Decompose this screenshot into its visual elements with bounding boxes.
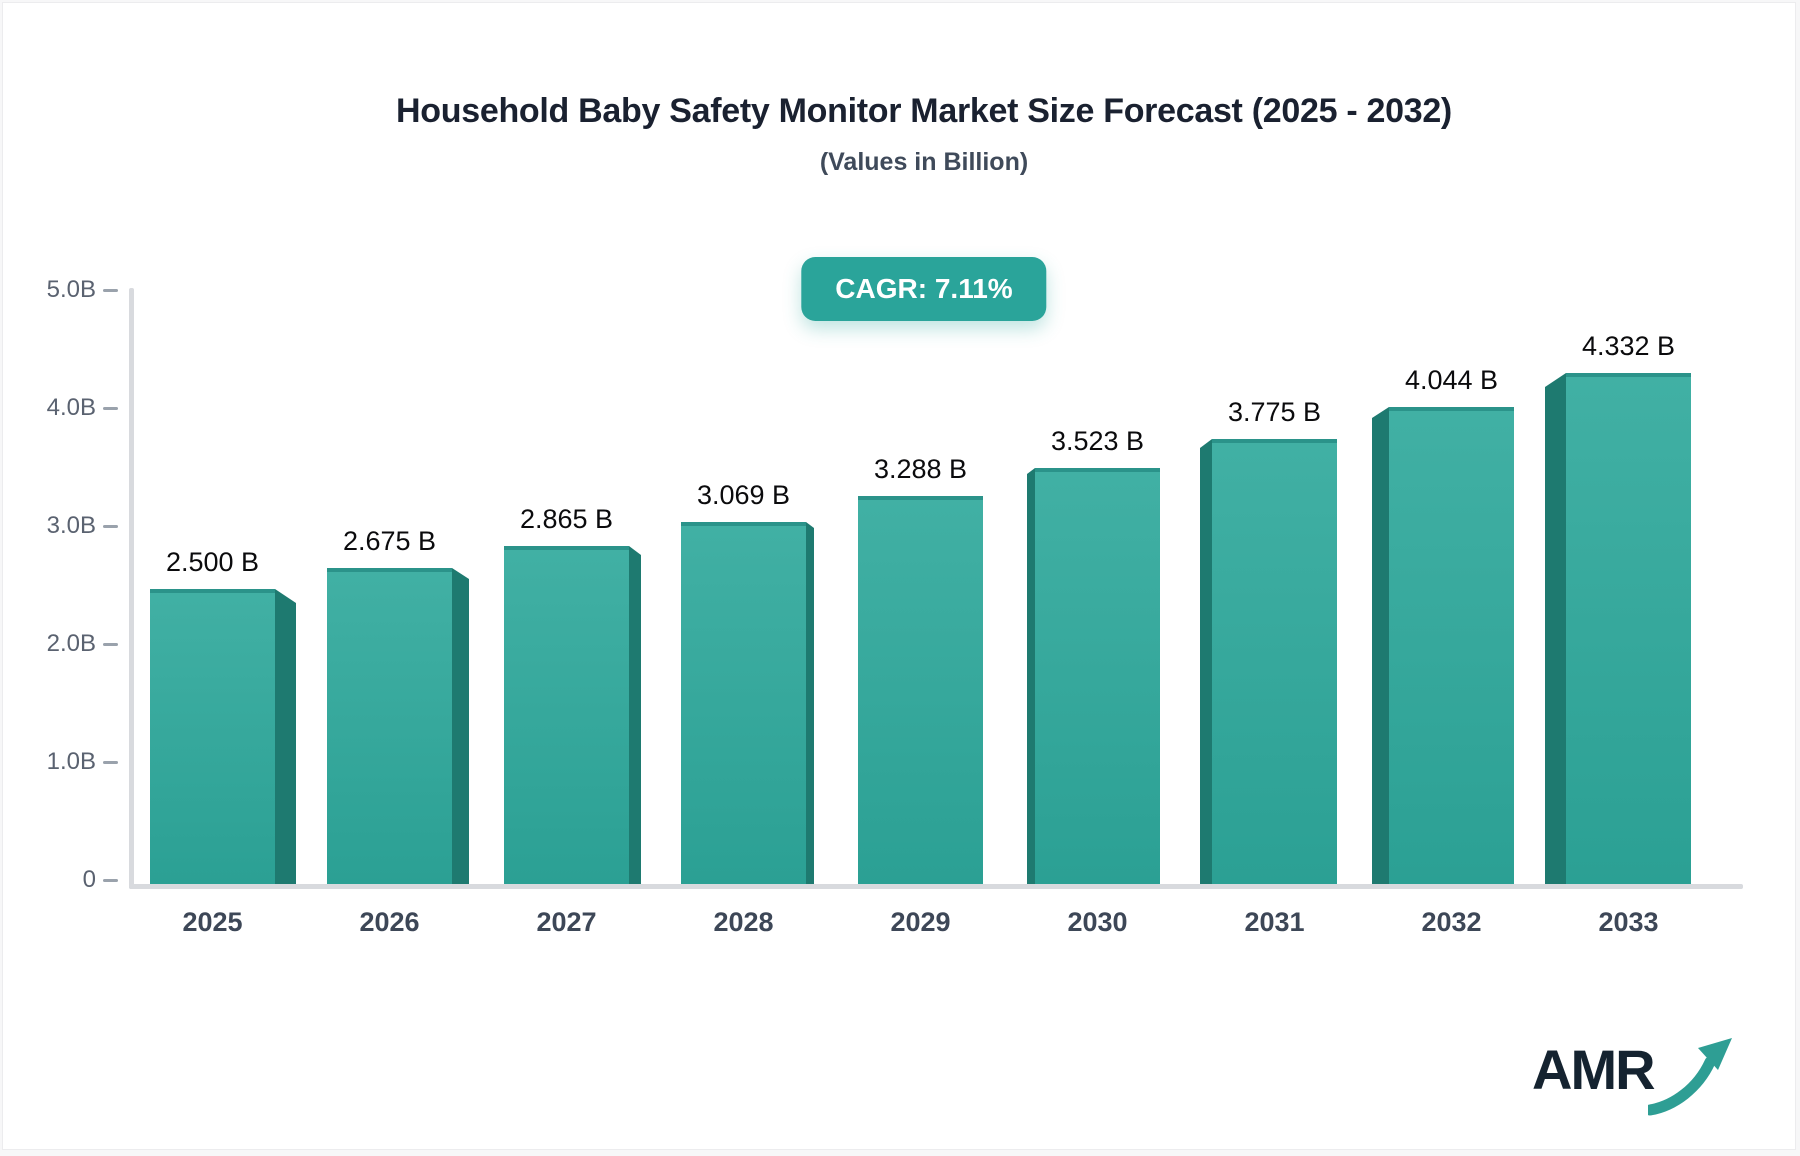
bar-face bbox=[1212, 439, 1337, 884]
bar-face bbox=[504, 546, 629, 884]
bar-face bbox=[327, 568, 452, 884]
y-tick-label: 1.0B bbox=[46, 748, 96, 775]
y-tick-label: 2.0B bbox=[46, 630, 96, 657]
bar-value-label: 3.069 B bbox=[696, 480, 791, 510]
bar-side-3d bbox=[275, 589, 296, 884]
bar-value-label: 4.044 B bbox=[1404, 365, 1499, 395]
x-axis-label: 2026 bbox=[359, 907, 420, 937]
bar-face bbox=[1389, 407, 1514, 884]
y-tick-label: 5.0B bbox=[46, 276, 96, 303]
bar-side-3d bbox=[1200, 439, 1212, 884]
x-axis-label: 2027 bbox=[536, 907, 597, 937]
x-axis-label: 2028 bbox=[713, 907, 774, 937]
bar-side-3d bbox=[1372, 407, 1389, 884]
bar-side-3d bbox=[452, 568, 469, 884]
growth-arrow-icon bbox=[1648, 1038, 1732, 1116]
bar-side-3d bbox=[806, 522, 814, 884]
bar-value-label: 4.332 B bbox=[1581, 331, 1676, 361]
x-axis-label: 2025 bbox=[182, 907, 243, 937]
bar-face bbox=[1566, 373, 1691, 884]
y-tick-mark bbox=[103, 879, 118, 882]
cagr-badge: CAGR: 7.11% bbox=[801, 257, 1047, 321]
bar-face bbox=[681, 522, 806, 884]
y-tick-mark bbox=[103, 643, 118, 646]
amr-logo-text: AMR bbox=[1532, 1038, 1656, 1101]
bar-value-label: 2.865 B bbox=[519, 504, 614, 534]
bar-value-label: 3.523 B bbox=[1050, 426, 1145, 456]
x-axis-label: 2030 bbox=[1067, 907, 1128, 937]
bar-side-3d bbox=[1545, 373, 1566, 884]
bar-side-3d bbox=[629, 546, 641, 884]
y-tick-mark bbox=[103, 761, 118, 764]
y-tick-label: 3.0B bbox=[46, 512, 96, 539]
y-tick-label: 0 bbox=[82, 866, 96, 893]
bar-side-3d bbox=[1027, 468, 1035, 884]
y-tick-mark bbox=[103, 525, 118, 528]
x-axis-line bbox=[129, 884, 1743, 889]
chart-title: Household Baby Safety Monitor Market Siz… bbox=[396, 92, 1452, 130]
bar-face bbox=[858, 496, 983, 884]
bar-value-label: 2.675 B bbox=[342, 526, 437, 556]
y-tick-mark bbox=[103, 407, 118, 410]
amr-logo: AMR bbox=[1532, 1032, 1752, 1122]
chart-subtitle: (Values in Billion) bbox=[819, 148, 1029, 176]
y-axis-line bbox=[129, 288, 134, 889]
bar-value-label: 3.288 B bbox=[873, 454, 968, 484]
bar-value-label: 3.775 B bbox=[1227, 397, 1322, 427]
bar-value-label: 2.500 B bbox=[165, 547, 260, 577]
y-tick-label: 4.0B bbox=[46, 394, 96, 421]
x-axis-label: 2029 bbox=[890, 907, 951, 937]
x-axis-label: 2031 bbox=[1244, 907, 1305, 937]
x-axis-label: 2033 bbox=[1598, 907, 1659, 937]
y-tick-mark bbox=[103, 289, 118, 292]
bar-face bbox=[150, 589, 275, 884]
bar-face bbox=[1035, 468, 1160, 884]
x-axis-label: 2032 bbox=[1421, 907, 1482, 937]
